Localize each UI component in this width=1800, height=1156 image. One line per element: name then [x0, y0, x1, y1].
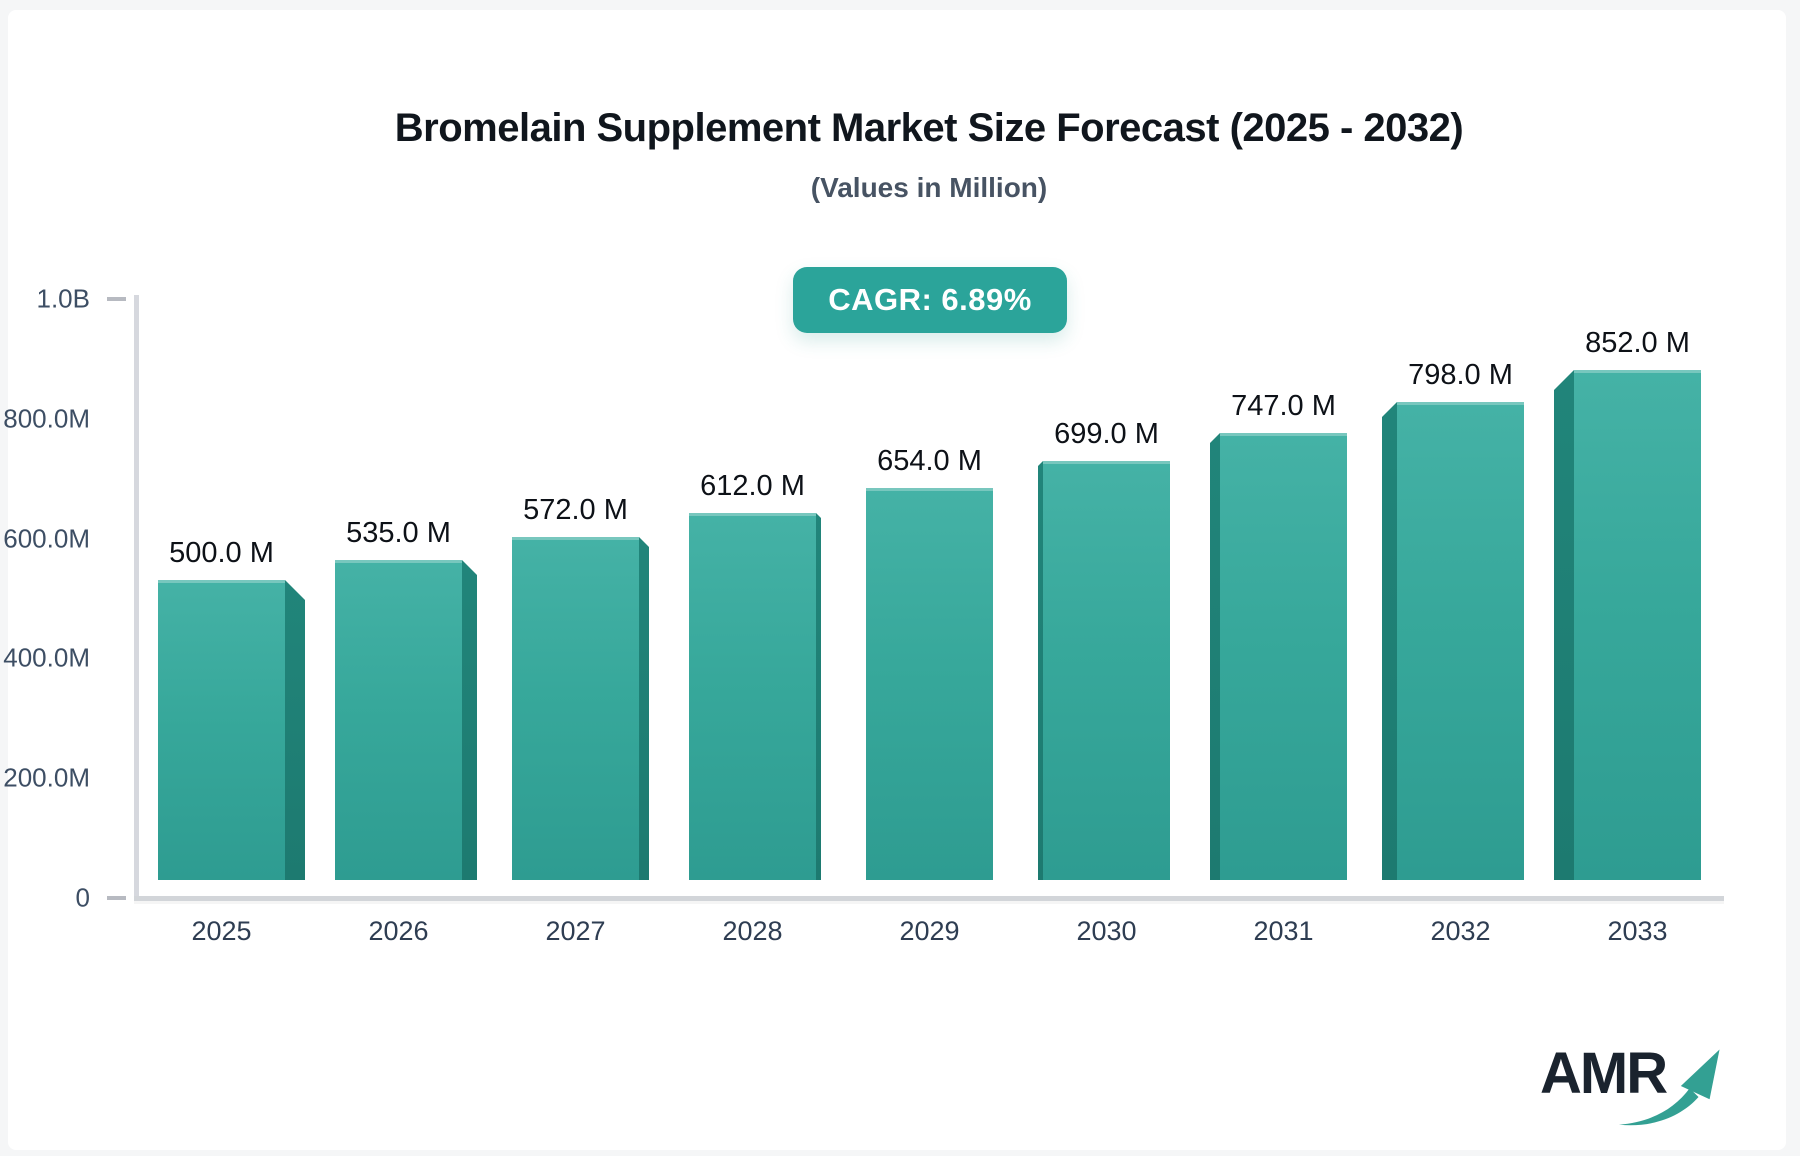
x-tick-label: 2027	[545, 916, 606, 946]
x-tick-label: 2028	[722, 916, 783, 946]
bar-2027	[512, 537, 639, 880]
bar-2033	[1574, 370, 1701, 880]
y-tick-label: 200.0M	[3, 762, 90, 793]
bar-value-label: 747.0 M	[1231, 390, 1336, 422]
bar-2032	[1397, 402, 1524, 880]
bar-value-label: 500.0 M	[169, 537, 274, 569]
bar-value-label: 798.0 M	[1408, 359, 1513, 391]
bar-2029	[866, 488, 993, 880]
x-tick-label: 2033	[1607, 916, 1668, 946]
amr-logo: AMR	[1540, 1040, 1750, 1130]
bar-value-label: 572.0 M	[523, 494, 628, 526]
y-axis-line	[134, 295, 139, 901]
bar-value-label: 612.0 M	[700, 470, 805, 502]
chart-subtitle: (Values in Million)	[810, 172, 1048, 203]
bar-2025	[158, 580, 285, 880]
cagr-badge-label: CAGR: 6.89%	[828, 282, 1032, 317]
bar-2031	[1220, 433, 1347, 880]
bar-2028	[689, 513, 816, 880]
bar-side-2028	[816, 513, 821, 880]
bar-value-label: 535.0 M	[346, 517, 451, 549]
x-tick-label: 2031	[1253, 916, 1314, 946]
bar-side-2031	[1210, 433, 1220, 880]
bar-side-2033	[1554, 370, 1574, 880]
x-tick-label: 2025	[191, 916, 252, 946]
bar-value-label: 852.0 M	[1585, 327, 1690, 359]
amr-logo-text: AMR	[1540, 1041, 1668, 1106]
bar-side-2030	[1038, 461, 1043, 880]
y-tick-label: 1.0B	[36, 283, 91, 314]
y-tick-mark	[107, 297, 126, 301]
bar-side-2026	[462, 560, 477, 880]
bar-2030	[1043, 461, 1170, 880]
x-tick-label: 2030	[1076, 916, 1137, 946]
growth-arrow-icon	[1618, 1049, 1720, 1126]
bar-value-label: 699.0 M	[1054, 418, 1159, 450]
y-tick-label: 0	[75, 882, 90, 913]
y-tick-label: 400.0M	[3, 642, 90, 673]
y-tick-label: 600.0M	[3, 523, 90, 554]
chart-title: Bromelain Supplement Market Size Forecas…	[394, 106, 1464, 150]
x-tick-label: 2026	[368, 916, 429, 946]
chart-card: Bromelain Supplement Market Size Forecas…	[3, 10, 1786, 1150]
x-tick-label: 2032	[1430, 916, 1491, 946]
y-tick-mark	[107, 896, 126, 900]
y-tick-label: 800.0M	[3, 403, 90, 434]
x-axis-baseline	[134, 896, 1724, 901]
x-tick-label: 2029	[899, 916, 960, 946]
bar-side-2025	[285, 580, 305, 880]
bar-value-label: 654.0 M	[877, 445, 982, 477]
cagr-badge: CAGR: 6.89%	[793, 267, 1067, 333]
bar-side-2027	[639, 537, 649, 880]
bar-side-2032	[1382, 402, 1397, 880]
bar-2026	[335, 560, 462, 880]
